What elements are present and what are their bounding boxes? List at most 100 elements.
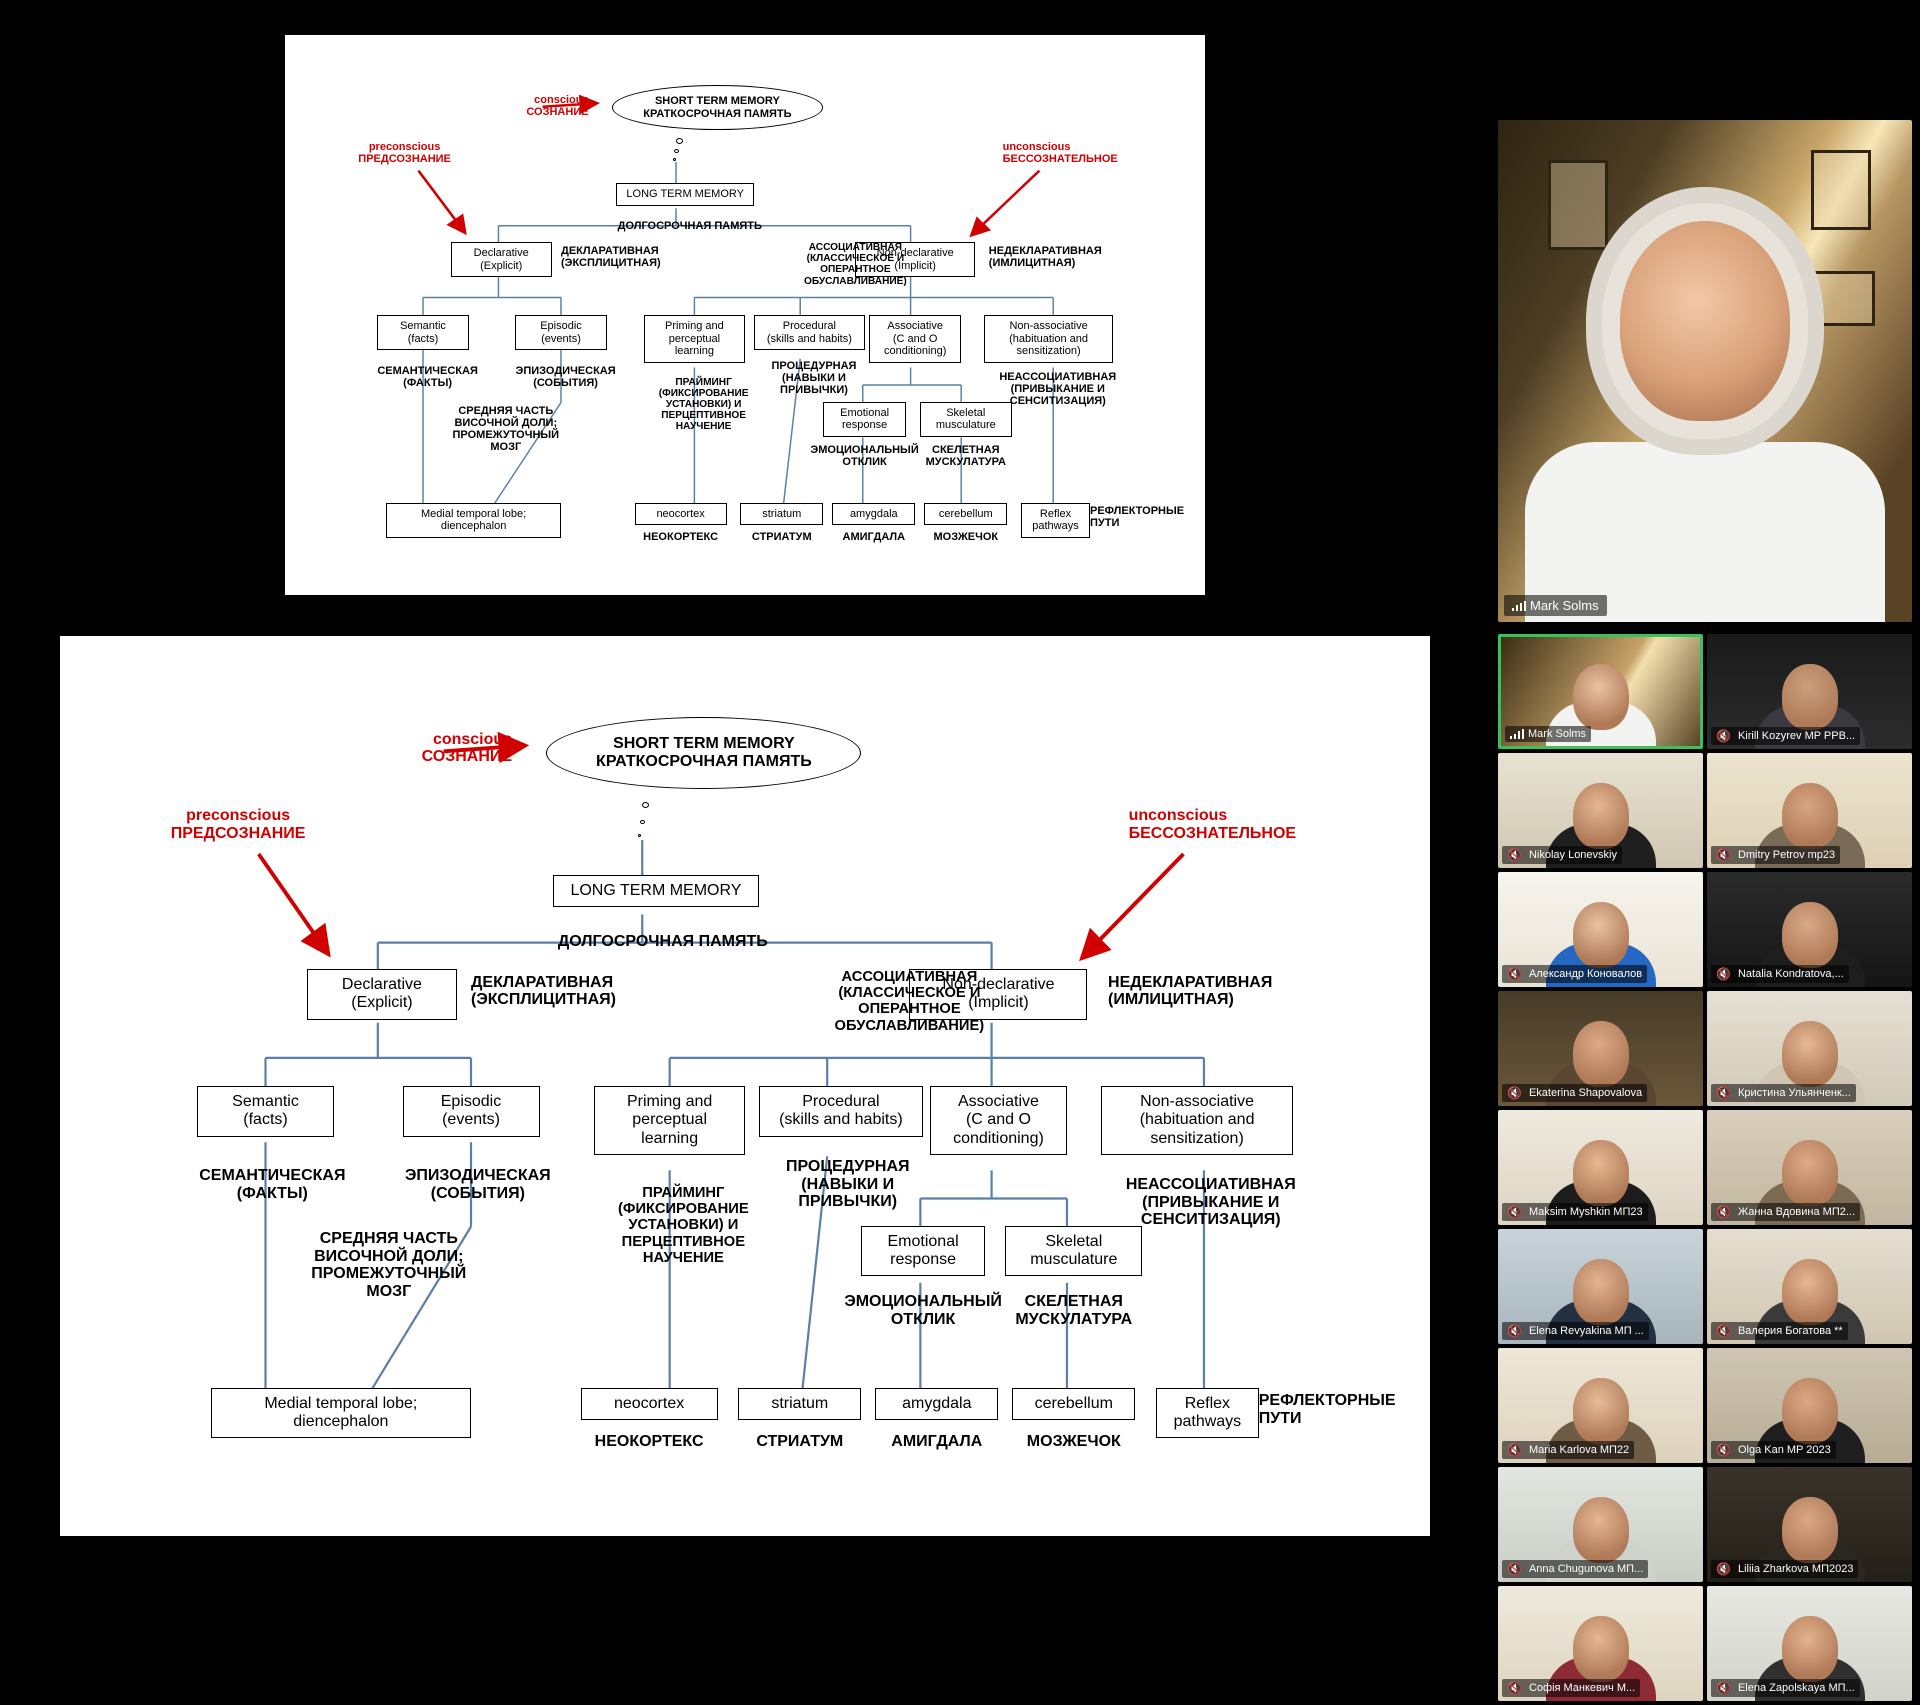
div: SHORT TERM MEMORY КРАТКОСРОЧНАЯ ПАМЯТЬ bbox=[596, 735, 812, 772]
participant-thumb[interactable]: 🔇Kirill Kozyrev MP PPB... bbox=[1707, 634, 1912, 749]
[object SVGAnimatedString] bbox=[259, 854, 328, 952]
span: Medial temporal lobe; bbox=[264, 1395, 417, 1412]
participant-name-tag: 🔇Anna Chugunova МП... bbox=[1502, 1560, 1648, 1578]
participant-thumb[interactable]: 🔇Olga Kan MP 2023 bbox=[1707, 1348, 1912, 1463]
box: LONG TERM MEMORY bbox=[616, 183, 754, 206]
participant-thumb[interactable]: 🔇Софiя Манкевич М... bbox=[1498, 1586, 1703, 1701]
participant-name: Жанна Вдовина МП2... bbox=[1738, 1206, 1855, 1218]
span: unconscious bbox=[1003, 141, 1071, 153]
box: Episodic(events) bbox=[403, 1086, 540, 1137]
label: СТРИАТУМ bbox=[731, 1433, 868, 1451]
participant-thumb[interactable]: 🔇 Ekaterina Shapovalova bbox=[1498, 991, 1703, 1106]
label: ПРАЙМИНГ (ФИКСИРОВАНИЕ УСТАНОВКИ) И ПЕРЦ… bbox=[581, 1185, 787, 1266]
span: preconscious bbox=[186, 807, 290, 824]
span: СЕНСИТИЗАЦИЯ) bbox=[1010, 395, 1106, 407]
participant-name: Ekaterina Shapovalova bbox=[1529, 1087, 1642, 1099]
span: МУСКУЛАТУРА bbox=[926, 456, 1006, 468]
label: РЕФЛЕКТОРНЫЕПУТИ bbox=[1090, 505, 1200, 529]
participant-name: Liliia Zharkova МП2023 bbox=[1738, 1563, 1854, 1575]
speaker-video[interactable]: Mark Solms bbox=[1498, 120, 1912, 622]
span: ДЕКЛАРАТИВНАЯ bbox=[561, 245, 659, 257]
frame-rect bbox=[1811, 150, 1871, 230]
box: Medial temporal lobe;diencephalon bbox=[386, 503, 561, 538]
participant-name: Maksim Myshkin МП23 bbox=[1529, 1206, 1643, 1218]
span: Semantic bbox=[400, 320, 446, 332]
participant-thumb[interactable]: 🔇 Liliia Zharkova МП2023 bbox=[1707, 1467, 1912, 1582]
participant-thumb[interactable]: 🔇Maksim Myshkin МП23 bbox=[1498, 1110, 1703, 1225]
mic-muted-icon: 🔇 bbox=[1716, 1205, 1731, 1219]
box: Declarative(Explicit) bbox=[307, 969, 458, 1020]
screen: SHORT TERM MEMORY КРАТКОСРОЧНАЯ ПАМЯТЬ c… bbox=[0, 0, 1920, 1553]
participant-thumb[interactable]: 🔇Кристина Ульянченк... bbox=[1707, 991, 1912, 1106]
mic-muted-icon: 🔇 bbox=[1507, 1443, 1522, 1457]
mic-muted-icon: 🔇 bbox=[1716, 1562, 1731, 1576]
div: SHORT TERM MEMORY КРАТКОСРОЧНАЯ ПАМЯТЬ bbox=[643, 95, 791, 120]
participant-thumb[interactable]: Mark Solms bbox=[1498, 634, 1703, 749]
box: neocortex bbox=[581, 1388, 718, 1420]
span: musculature bbox=[1030, 1251, 1117, 1268]
span: (ПРИВЫКАНИЕ И bbox=[1011, 383, 1105, 395]
span: unconscious bbox=[1129, 807, 1228, 824]
label: СРЕДНЯЯ ЧАСТЬ ВИСОЧНОЙ ДОЛИ; ПРОМЕЖУТОЧН… bbox=[423, 405, 589, 453]
th-person bbox=[1782, 664, 1838, 730]
span: (Explicit) bbox=[480, 260, 522, 272]
span: ОБУСЛАВЛИВАНИЕ) bbox=[804, 276, 907, 287]
span: Skeletal bbox=[946, 407, 985, 419]
span bbox=[1518, 731, 1520, 739]
frame-rect bbox=[1548, 160, 1608, 250]
span: РЕФЛЕКТОРНЫЕ bbox=[1259, 1392, 1396, 1409]
span: response bbox=[842, 419, 887, 431]
b: SHORT TERM MEMORY bbox=[613, 735, 795, 752]
participant-thumb[interactable]: 🔇Elena Zapolskaya МП... bbox=[1707, 1586, 1912, 1701]
dot bbox=[676, 138, 683, 144]
speaker-name-tag: Mark Solms bbox=[1504, 595, 1607, 616]
participant-thumb[interactable]: 🔇Александр Коновалов bbox=[1498, 872, 1703, 987]
span: pathways bbox=[1032, 520, 1078, 532]
th-person bbox=[1782, 1140, 1838, 1206]
speaker-pane: Mark Solms bbox=[1490, 0, 1920, 630]
participant-thumb[interactable]: 🔇Anna Chugunova МП... bbox=[1498, 1467, 1703, 1582]
gallery-row: 🔇Александр Коновалов🔇Natalia Kondratova,… bbox=[1498, 872, 1912, 987]
span: НЕАССОЦИАТИВНАЯ bbox=[1126, 1176, 1296, 1193]
box: striatum bbox=[740, 503, 823, 526]
th-person bbox=[1782, 1021, 1838, 1087]
mic-muted-icon: 🔇 bbox=[1507, 1086, 1522, 1100]
label red: unconscious БЕССОЗНАТЕЛЬНОЕ bbox=[1003, 141, 1187, 165]
span: (ФАКТЫ) bbox=[403, 377, 452, 389]
participant-thumb[interactable]: 🔇Elena Revyakina МП ... bbox=[1498, 1229, 1703, 1344]
span: ПРАЙМИНГ bbox=[675, 377, 731, 388]
participant-name: Александр Коновалов bbox=[1529, 968, 1642, 980]
box: cerebellum bbox=[1012, 1388, 1135, 1420]
span: (КЛАССИЧЕСКОЕ И bbox=[807, 253, 905, 264]
label: ЭПИЗОДИЧЕСКАЯ(СОБЫТИЯ) bbox=[497, 365, 635, 389]
participant-name-tag: 🔇 Liliia Zharkova МП2023 bbox=[1711, 1560, 1858, 1578]
span: МУСКУЛАТУРА bbox=[1015, 1311, 1132, 1328]
box: Skeletalmusculature bbox=[920, 402, 1012, 437]
box: amygdala bbox=[875, 1388, 998, 1420]
[object SVGAnimatedString] bbox=[972, 171, 1039, 235]
label: НЕДЕКЛАРАТИВНАЯ(ИМЛИЦИТНАЯ) bbox=[1108, 974, 1341, 1009]
span: (facts) bbox=[243, 1111, 287, 1128]
span: (Explicit) bbox=[351, 994, 412, 1011]
participant-thumb[interactable]: 🔇 Жанна Вдовина МП2... bbox=[1707, 1110, 1912, 1225]
participant-thumb[interactable]: 🔇Natalia Kondratova,... bbox=[1707, 872, 1912, 987]
dot bbox=[640, 820, 645, 824]
box: Associative (C and O conditioning) bbox=[930, 1086, 1067, 1155]
participant-thumb[interactable]: 🔇Nikolay Lonevskiy bbox=[1498, 753, 1703, 868]
label: ДЕКЛАРАТИВНАЯ(ЭКСПЛИЦИТНАЯ) bbox=[471, 974, 677, 1009]
span: РЕФЛЕКТОРНЫЕ bbox=[1090, 505, 1184, 517]
span: Emotional bbox=[888, 1233, 959, 1250]
box: amygdala bbox=[832, 503, 915, 526]
dot bbox=[638, 834, 641, 837]
label: АМИГДАЛА bbox=[868, 1433, 1005, 1451]
box: Reflexpathways bbox=[1021, 503, 1090, 538]
box: striatum bbox=[738, 1388, 861, 1420]
mic-muted-icon: 🔇 bbox=[1716, 848, 1731, 862]
participant-thumb[interactable]: 🔇Валерия Богатова ** bbox=[1707, 1229, 1912, 1344]
box: LONG TERM MEMORY bbox=[553, 875, 759, 907]
span: ПУТИ bbox=[1090, 517, 1119, 529]
span: (C and O bbox=[893, 333, 938, 345]
span: learning bbox=[641, 1130, 698, 1147]
participant-thumb[interactable]: 🔇Dmitry Petrov mp23 bbox=[1707, 753, 1912, 868]
participant-thumb[interactable]: 🔇Maria Karlova МП22 bbox=[1498, 1348, 1703, 1463]
